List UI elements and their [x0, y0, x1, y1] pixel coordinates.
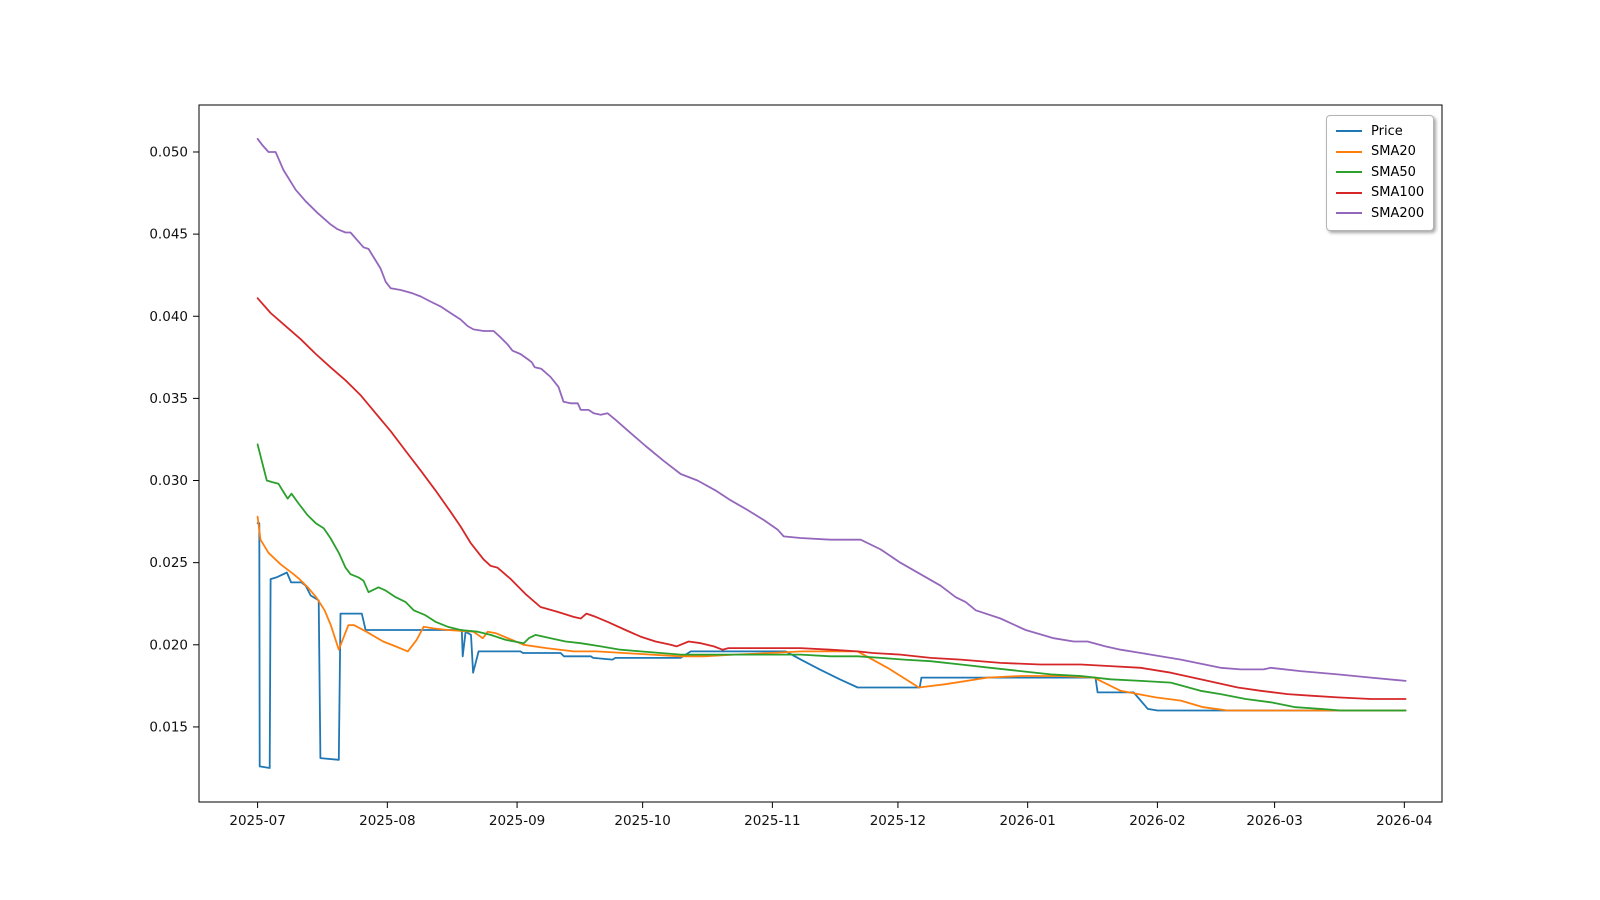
series-line-sma20	[256, 515, 1407, 712]
legend-line-swatch	[1336, 191, 1362, 194]
y-tick-label-0.025: 0.025	[149, 555, 188, 571]
series-line-sma50	[256, 443, 1407, 712]
x-tick-label-2026-03: 2026-03	[1246, 813, 1302, 829]
y-tick-label-0.015: 0.015	[149, 719, 188, 735]
x-tick-label-2025-09: 2025-09	[489, 813, 545, 829]
legend-item-price: Price	[1336, 121, 1424, 142]
y-tick-label-0.035: 0.035	[149, 391, 188, 407]
y-tick-label-0.045: 0.045	[149, 227, 188, 243]
x-tick-label-2025-11: 2025-11	[744, 813, 800, 829]
legend-label: SMA100	[1371, 185, 1425, 201]
legend-label: SMA50	[1371, 164, 1416, 180]
x-tick-label-2025-08: 2025-08	[359, 813, 415, 829]
legend-label: SMA20	[1371, 144, 1416, 160]
y-tick-label-0.020: 0.020	[149, 637, 188, 653]
y-tick-label-0.030: 0.030	[149, 473, 188, 489]
x-tick-label-2026-02: 2026-02	[1129, 813, 1185, 829]
y-tick-label-0.050: 0.050	[149, 144, 188, 160]
x-tick-label-2026-04: 2026-04	[1376, 813, 1432, 829]
series-line-sma200	[256, 137, 1407, 682]
legend-item-sma50: SMA50	[1336, 162, 1424, 183]
x-tick-label-2025-07: 2025-07	[229, 813, 285, 829]
legend-item-sma200: SMA200	[1336, 203, 1424, 224]
x-tick-label-2026-01: 2026-01	[999, 813, 1055, 829]
axes-frame	[198, 104, 1443, 803]
y-tick-label-0.040: 0.040	[149, 309, 188, 325]
legend-line-swatch	[1336, 171, 1362, 174]
legend-label: Price	[1371, 123, 1403, 139]
x-tick-label-2025-10: 2025-10	[614, 813, 670, 829]
legend-line-swatch	[1336, 212, 1362, 215]
legend-line-swatch	[1336, 150, 1362, 153]
series-line-price	[256, 522, 1407, 769]
legend-label: SMA200	[1371, 205, 1425, 221]
series-line-sma100	[256, 297, 1407, 700]
legend-line-swatch	[1336, 130, 1362, 133]
x-tick-label-2025-12: 2025-12	[870, 813, 926, 829]
legend: Price SMA20 SMA50 SMA100 SMA200	[1326, 115, 1435, 231]
legend-item-sma100: SMA100	[1336, 183, 1424, 204]
legend-item-sma20: SMA20	[1336, 142, 1424, 163]
